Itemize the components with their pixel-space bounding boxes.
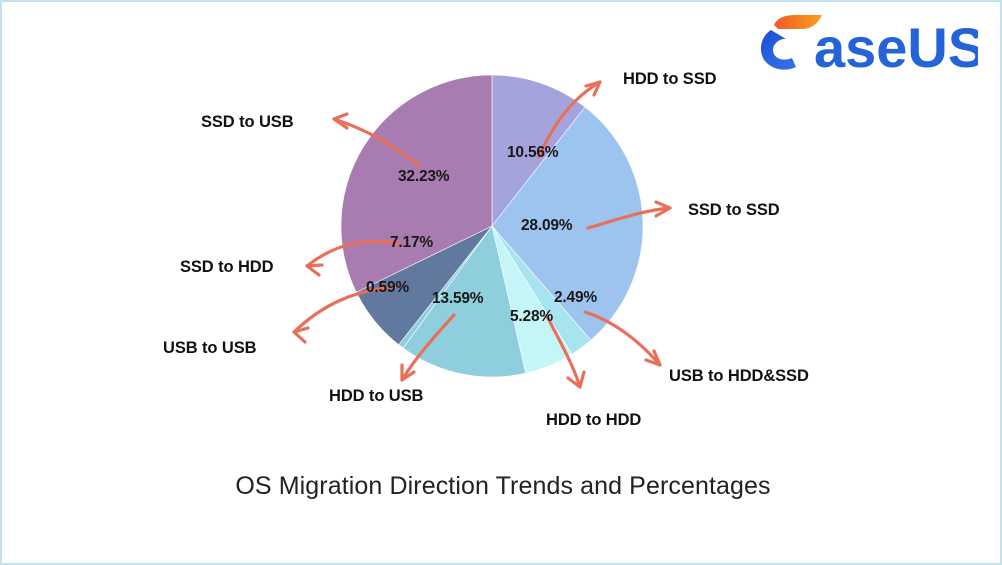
pie-slice[interactable] <box>491 74 586 227</box>
arrow-hdd-to-usb <box>400 313 456 382</box>
callout-arrows <box>292 80 672 389</box>
pct-label-hdd-to-hdd: 5.28% <box>510 308 553 325</box>
arrow-hdd-to-hdd <box>545 314 582 389</box>
easeus-logo[interactable]: aseUS <box>756 12 985 79</box>
pct-label-hdd-to-ssd: 10.56% <box>507 144 559 161</box>
chart-caption: OS Migration Direction Trends and Percen… <box>235 472 771 500</box>
category-label-hdd-to-hdd: HDD to HDD <box>546 411 642 429</box>
arrowhead-usb-to-hdd-ssd <box>644 349 662 367</box>
pie-slice[interactable] <box>491 106 644 341</box>
logo-wordmark: aseUS <box>814 16 978 74</box>
pie-chart-svg <box>292 74 672 389</box>
category-label-usb-to-hdd-ssd: USB to HDD&SSD <box>669 367 809 385</box>
arrow-ssd-to-usb <box>332 117 422 168</box>
arrowhead-usb-to-usb <box>292 326 310 344</box>
pct-label-hdd-to-usb: 13.59% <box>432 290 484 307</box>
arrowhead-hdd-to-usb <box>400 363 416 382</box>
easeus-logo-svg: aseUS <box>760 15 985 79</box>
pie-slice-group <box>340 74 644 378</box>
category-label-ssd-to-usb: SSD to USB <box>201 113 294 131</box>
arrowhead-ssd-to-ssd <box>654 200 672 218</box>
arrow-ssd-to-ssd <box>586 206 672 230</box>
arrow-hdd-to-ssd <box>537 80 602 159</box>
arrowhead-ssd-to-usb <box>332 112 349 130</box>
pct-label-ssd-to-usb: 32.23% <box>398 168 450 185</box>
pie-slice[interactable] <box>340 74 493 293</box>
pct-label-ssd-to-ssd: 28.09% <box>521 217 573 234</box>
arrow-usb-to-usb <box>292 285 397 334</box>
pct-label-usb-to-hdd-ssd: 2.49% <box>554 289 597 306</box>
category-label-ssd-to-ssd: SSD to SSD <box>688 201 780 219</box>
arrow-ssd-to-hdd <box>305 239 402 268</box>
pct-label-ssd-to-hdd: 7.17% <box>390 234 433 251</box>
logo-orange-swoosh <box>774 15 822 29</box>
category-label-usb-to-usb: USB to USB <box>163 339 257 357</box>
category-label-ssd-to-hdd: SSD to HDD <box>180 258 274 276</box>
arrowhead-ssd-to-hdd <box>305 263 324 277</box>
pie-chart: 10.56% 28.09% 2.49% 5.28% 13.59% 0.59% 7… <box>2 2 1002 462</box>
category-label-hdd-to-ssd: HDD to SSD <box>623 70 717 88</box>
category-label-hdd-to-usb: HDD to USB <box>329 387 424 405</box>
pct-label-usb-to-usb: 0.59% <box>366 279 409 296</box>
arrow-usb-to-hdd-ssd <box>583 310 662 367</box>
arrowhead-hdd-to-ssd <box>584 80 602 97</box>
arrowhead-hdd-to-hdd <box>566 370 586 389</box>
logo-e-notch <box>782 39 818 50</box>
